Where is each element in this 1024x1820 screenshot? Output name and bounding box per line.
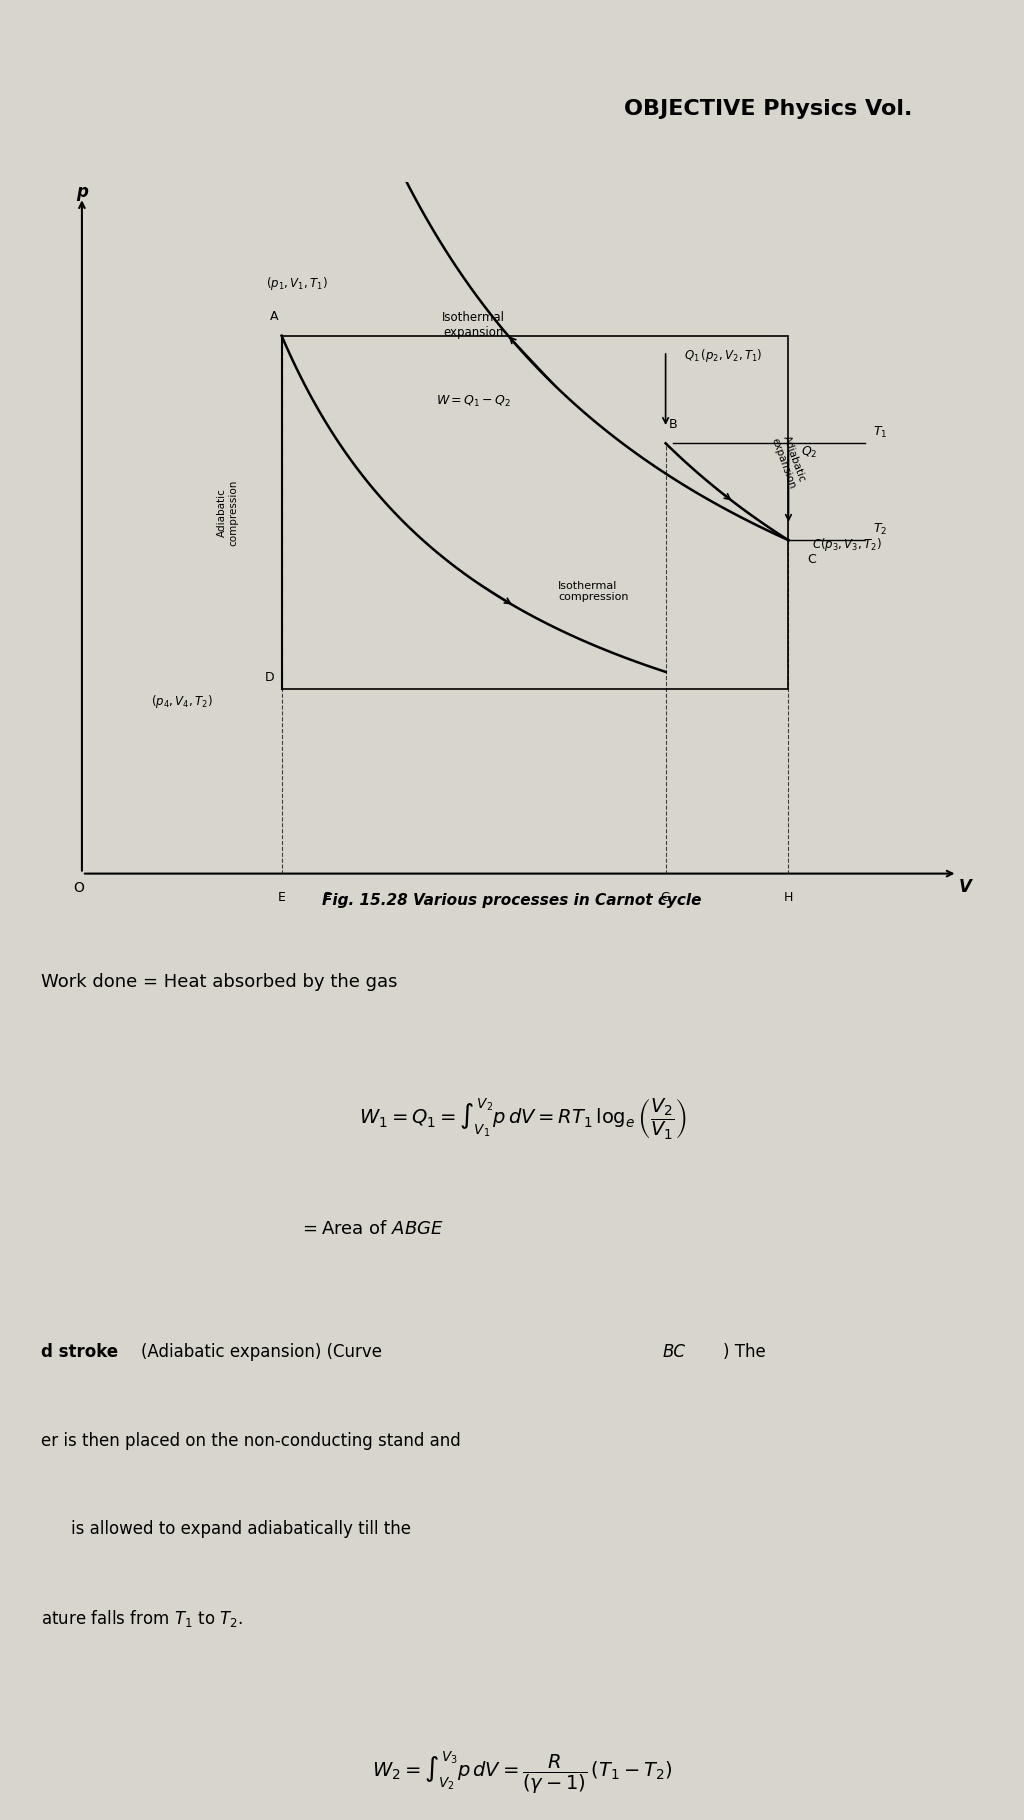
Text: $T_2$: $T_2$ bbox=[872, 522, 887, 537]
Text: $Q_1\,(p_2, V_2, T_1)$: $Q_1\,(p_2, V_2, T_1)$ bbox=[684, 348, 763, 364]
Text: $W=Q_1-Q_2$: $W=Q_1-Q_2$ bbox=[436, 393, 511, 410]
Text: $(p_4, V_4, T_2)$: $(p_4, V_4, T_2)$ bbox=[152, 693, 213, 710]
Text: (Adiabatic expansion) (Curve: (Adiabatic expansion) (Curve bbox=[141, 1343, 387, 1361]
Text: $W_2 = \int_{V_2}^{V_3} p\,dV = \dfrac{R}{(\gamma - 1)}\,(T_1 - T_2)$: $W_2 = \int_{V_2}^{V_3} p\,dV = \dfrac{R… bbox=[372, 1749, 673, 1796]
Text: ature falls from $T_1$ to $T_2$.: ature falls from $T_1$ to $T_2$. bbox=[41, 1609, 243, 1629]
Text: O: O bbox=[74, 881, 84, 895]
Text: OBJECTIVE Physics Vol.: OBJECTIVE Physics Vol. bbox=[624, 100, 912, 118]
Text: Isothermal
expansion: Isothermal expansion bbox=[442, 311, 505, 339]
Text: V: V bbox=[958, 877, 972, 895]
Text: er is then placed on the non-conducting stand and: er is then placed on the non-conducting … bbox=[41, 1432, 461, 1449]
Text: d stroke: d stroke bbox=[41, 1343, 118, 1361]
Text: $= \text{Area of } ABGE$: $= \text{Area of } ABGE$ bbox=[299, 1219, 444, 1238]
Text: Work done = Heat absorbed by the gas: Work done = Heat absorbed by the gas bbox=[41, 972, 397, 990]
Text: $(p_1, V_1, T_1)$: $(p_1, V_1, T_1)$ bbox=[266, 275, 328, 291]
Text: p: p bbox=[76, 184, 88, 202]
Text: Adiabatic
expansion: Adiabatic expansion bbox=[769, 431, 808, 490]
Text: Adiabatic
compression: Adiabatic compression bbox=[217, 479, 239, 546]
Text: Isothermal
compression: Isothermal compression bbox=[558, 581, 629, 602]
Text: G: G bbox=[660, 892, 671, 905]
Text: $W_1 = Q_1 = \int_{V_1}^{V_2} p\,dV = RT_1\,\log_e\left(\dfrac{V_2}{V_1}\right)$: $W_1 = Q_1 = \int_{V_1}^{V_2} p\,dV = RT… bbox=[358, 1096, 686, 1141]
Text: $Q_2$: $Q_2$ bbox=[801, 444, 817, 460]
Text: ) The: ) The bbox=[723, 1343, 766, 1361]
Text: E: E bbox=[278, 892, 286, 905]
Text: is allowed to expand adiabatically till the: is allowed to expand adiabatically till … bbox=[71, 1520, 411, 1538]
Text: D: D bbox=[264, 672, 274, 684]
Text: $C(p_3, V_3, T_2)$: $C(p_3, V_3, T_2)$ bbox=[812, 535, 882, 553]
Text: F: F bbox=[325, 892, 331, 905]
Text: C: C bbox=[807, 553, 816, 566]
Text: A: A bbox=[269, 311, 279, 324]
Text: B: B bbox=[669, 419, 678, 431]
Text: Fig. 15.28 Various processes in Carnot cycle: Fig. 15.28 Various processes in Carnot c… bbox=[323, 894, 701, 908]
Text: BC: BC bbox=[663, 1343, 686, 1361]
Text: $T_1$: $T_1$ bbox=[872, 424, 888, 440]
Text: H: H bbox=[783, 892, 794, 905]
Bar bbox=[282, 335, 788, 690]
